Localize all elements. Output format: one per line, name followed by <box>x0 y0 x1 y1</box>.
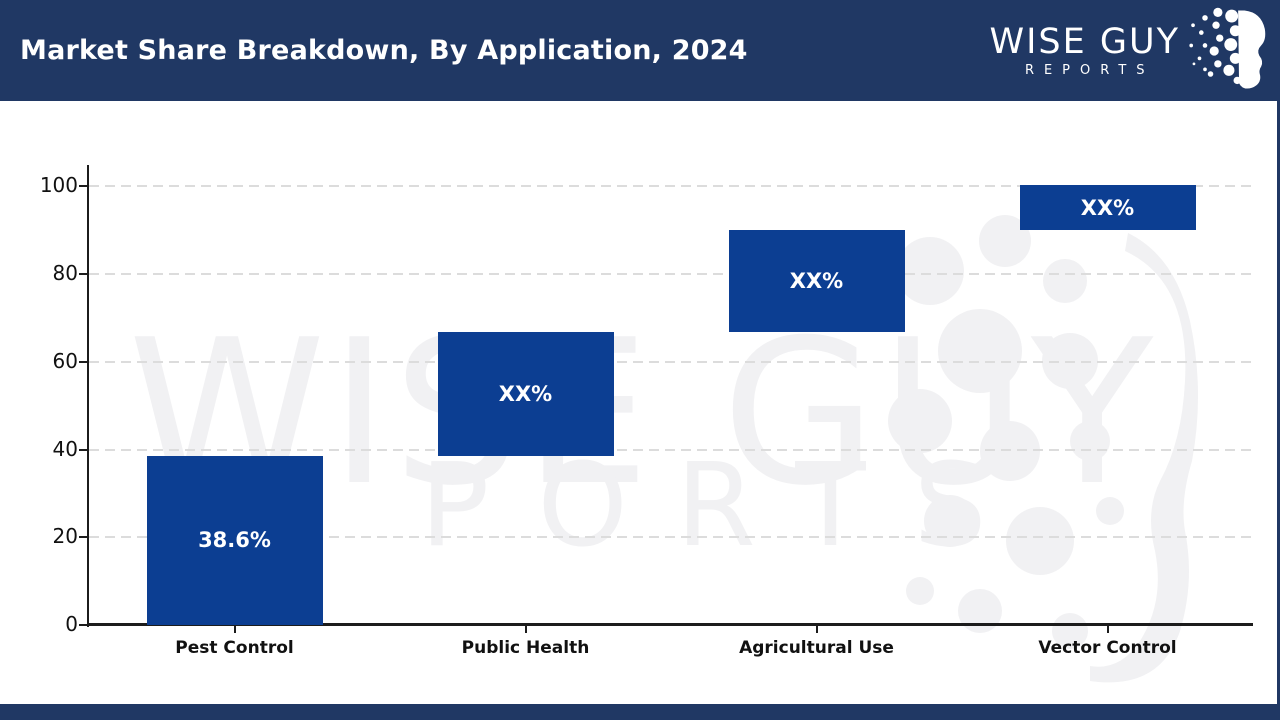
gridline <box>89 360 1253 363</box>
bar-value-label: XX% <box>498 381 553 406</box>
gridline <box>89 185 1253 188</box>
x-axis-line <box>87 623 1253 626</box>
y-tick-mark <box>79 624 87 626</box>
y-axis-line <box>87 165 89 627</box>
logo-face-icon <box>1189 7 1266 89</box>
y-tick-label: 0 <box>65 612 78 636</box>
bar-value-label: XX% <box>1080 195 1135 220</box>
x-tick-mark <box>524 626 527 633</box>
watermark-text-line2: PORTS <box>420 439 1035 573</box>
y-tick-label: 40 <box>52 436 78 461</box>
logo-reports-label: REPORTS <box>1024 62 1155 78</box>
category-label: Agricultural Use <box>739 638 894 658</box>
y-tick-label: 20 <box>52 524 78 549</box>
bar-value-label: XX% <box>789 269 844 294</box>
gridline <box>89 273 1253 275</box>
bar-agricultural-use: XX% <box>728 230 905 333</box>
bar-vector-control: XX% <box>1019 185 1196 231</box>
y-tick-label: 100 <box>39 173 78 198</box>
x-tick-mark <box>815 626 818 633</box>
y-tick-mark <box>79 360 87 363</box>
right-edge-stripe <box>1277 0 1280 720</box>
logo-wiseguy-label: WISE GUY <box>989 21 1180 62</box>
y-tick-label: 80 <box>52 261 78 285</box>
watermark-dots-icon <box>888 215 1199 683</box>
category-label: Pest Control <box>175 638 294 658</box>
wiseguy-logo: WISE GUY REPORTS <box>989 5 1274 97</box>
y-tick-mark <box>79 273 87 275</box>
x-tick-mark <box>1106 626 1109 633</box>
bar-value-label: 38.6% <box>198 528 271 553</box>
x-tick-mark <box>233 626 236 633</box>
y-tick-mark <box>79 448 87 451</box>
bar-public-health: XX% <box>437 332 614 456</box>
gridline <box>89 536 1253 539</box>
category-label: Vector Control <box>1038 638 1177 658</box>
bar-pest-control: 38.6% <box>146 455 323 625</box>
category-label: Public Health <box>461 638 590 658</box>
y-tick-label: 60 <box>52 348 78 373</box>
y-tick-mark <box>79 185 87 188</box>
logo-text: WISE GUY REPORTS <box>989 21 1180 78</box>
y-tick-mark <box>79 536 87 539</box>
plot-area: WISE GUY PORTS 0 20 40 60 80 100 Pest Control 3… <box>0 101 1280 704</box>
footer-bar <box>0 704 1280 720</box>
header-bar: Market Share Breakdown, By Application, … <box>0 0 1280 101</box>
page-title: Market Share Breakdown, By Application, … <box>20 35 748 66</box>
gridline <box>89 448 1253 451</box>
